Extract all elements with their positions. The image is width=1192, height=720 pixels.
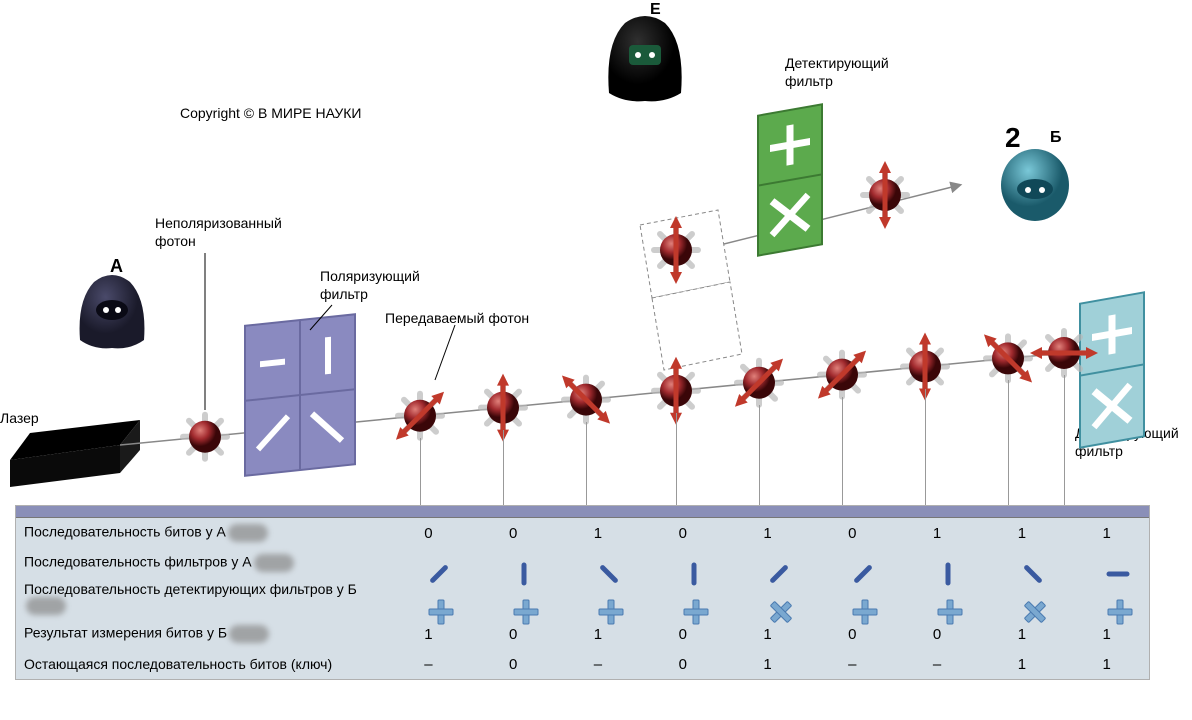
cell: 1 (556, 626, 641, 643)
cell: 1 (1064, 525, 1149, 542)
row-desc: Последовательность фильтров у А (16, 550, 386, 576)
cell: 1 (979, 626, 1064, 643)
cell: 0 (895, 626, 980, 643)
row-desc: Остающаяся последовательность битов (клю… (16, 653, 386, 676)
cell: 1 (725, 626, 810, 643)
green-filter-icon (758, 104, 822, 255)
cell: 0 (810, 626, 895, 643)
cell: 1 (386, 626, 471, 643)
cell: 0 (640, 626, 725, 643)
cell: 0 (640, 656, 725, 673)
cell: 1 (556, 525, 641, 542)
cell: 0 (471, 656, 556, 673)
cell: 0 (471, 525, 556, 542)
character-b-icon (1001, 149, 1069, 221)
cell: 1 (1064, 626, 1149, 643)
cell: 1 (1064, 656, 1149, 673)
cell: 1 (979, 525, 1064, 542)
cell: 0 (810, 525, 895, 542)
row-desc: Последовательность детектирующих фильтро… (16, 578, 386, 619)
character-a-icon (80, 275, 145, 348)
cell: 1 (725, 656, 810, 673)
cell: – (386, 656, 471, 673)
cell: 0 (386, 525, 471, 542)
polarizing-filter-icon (245, 314, 355, 476)
cell: 1 (725, 525, 810, 542)
row-desc: Результат измерения битов у Б (16, 621, 386, 647)
character-e-icon (608, 16, 681, 101)
row-desc: Последовательность битов у А (16, 520, 386, 546)
cell: – (556, 656, 641, 673)
cell: – (810, 656, 895, 673)
data-table: Последовательность битов у А001010111Пос… (15, 505, 1150, 680)
cell: 0 (471, 626, 556, 643)
cell: 0 (640, 525, 725, 542)
cell: – (895, 656, 980, 673)
cell: 1 (895, 525, 980, 542)
laser-icon (10, 420, 140, 487)
cell: 1 (979, 656, 1064, 673)
scene-svg (0, 0, 1192, 520)
cyan-filter-icon (1080, 292, 1144, 447)
